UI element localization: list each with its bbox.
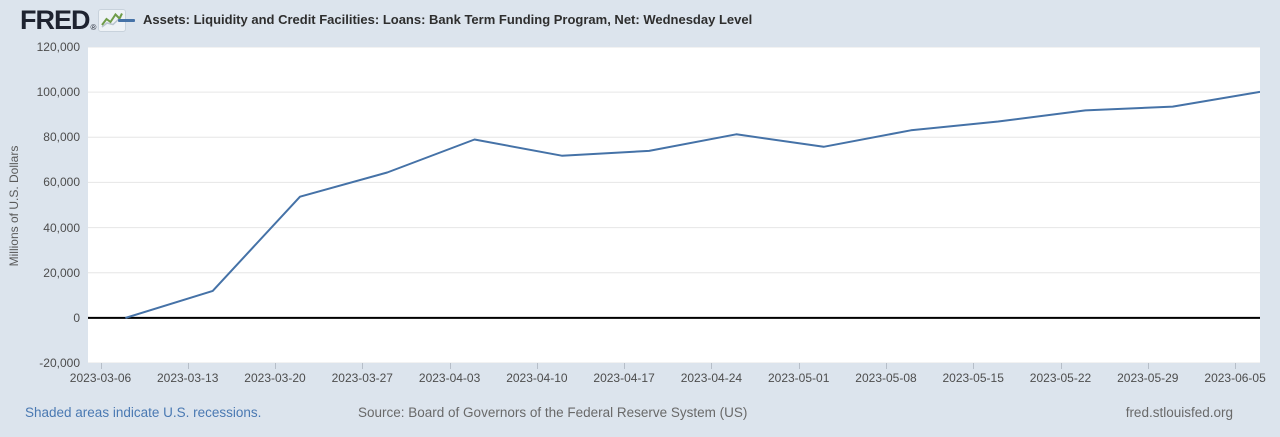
- fred-site-link[interactable]: fred.stlouisfed.org: [1125, 405, 1233, 420]
- x-tick-label: 2023-06-05: [1204, 371, 1266, 385]
- x-tick-mark: [798, 363, 800, 369]
- y-tick-label: 40,000: [43, 220, 80, 235]
- x-tick-label: 2023-05-01: [767, 371, 830, 385]
- recessions-note-link[interactable]: Shaded areas indicate U.S. recessions.: [25, 405, 262, 420]
- x-tick-label: 2023-03-20: [244, 371, 306, 385]
- y-tick-label: 120,000: [36, 40, 80, 54]
- x-tick-mark: [100, 363, 102, 369]
- chart-legend: Assets: Liquidity and Credit Facilities:…: [118, 12, 752, 28]
- x-tick-mark: [449, 363, 451, 369]
- header: FRED ® Assets: Liquidity and Credit Faci…: [0, 0, 1280, 40]
- x-tick-label: 2023-04-03: [418, 371, 481, 385]
- x-tick-label: 2023-03-27: [331, 371, 393, 385]
- y-tick-label: 100,000: [36, 85, 80, 100]
- x-tick-label: 2023-04-10: [506, 371, 568, 385]
- series-color-swatch: [118, 18, 135, 22]
- x-tick-label: 2023-03-06: [69, 371, 132, 385]
- series-line: [125, 90, 1260, 319]
- fred-logo-text: FRED: [20, 5, 90, 35]
- y-tick-label: -20,000: [39, 356, 80, 370]
- x-tick-mark: [187, 363, 189, 369]
- x-tick-mark: [624, 363, 626, 369]
- chart-canvas: [88, 47, 1260, 363]
- registered-trademark: ®: [90, 23, 97, 32]
- x-tick-mark: [711, 363, 713, 369]
- chart-plot-area[interactable]: [88, 47, 1260, 363]
- x-tick-label: 2023-05-15: [942, 371, 1004, 385]
- x-tick-mark: [886, 363, 887, 369]
- x-tick-label: 2023-04-24: [680, 371, 743, 385]
- x-tick-label: 2023-05-22: [1029, 371, 1092, 385]
- source-text: Source: Board of Governors of the Federa…: [358, 405, 748, 420]
- y-tick-label: 0: [73, 310, 80, 325]
- footer: Shaded areas indicate U.S. recessions. S…: [0, 404, 1280, 424]
- x-tick-label: 2023-05-29: [1117, 371, 1179, 385]
- x-tick-mark: [1235, 363, 1237, 369]
- x-tick-mark: [362, 363, 364, 369]
- x-tick-mark: [275, 363, 276, 369]
- fred-logo[interactable]: FRED ®: [20, 5, 127, 35]
- y-tick-label: 60,000: [43, 175, 80, 190]
- series-title: Assets: Liquidity and Credit Facilities:…: [143, 12, 753, 27]
- x-tick-label: 2023-03-13: [156, 371, 219, 385]
- x-tick-label: 2023-04-17: [593, 371, 655, 385]
- x-tick-mark: [1147, 363, 1149, 369]
- y-tick-label: 20,000: [43, 265, 80, 280]
- x-tick-label: 2023-05-08: [855, 371, 917, 385]
- x-tick-mark: [973, 363, 975, 369]
- x-tick-mark: [1060, 363, 1062, 369]
- y-tick-label: 80,000: [43, 130, 80, 145]
- x-tick-mark: [536, 363, 538, 369]
